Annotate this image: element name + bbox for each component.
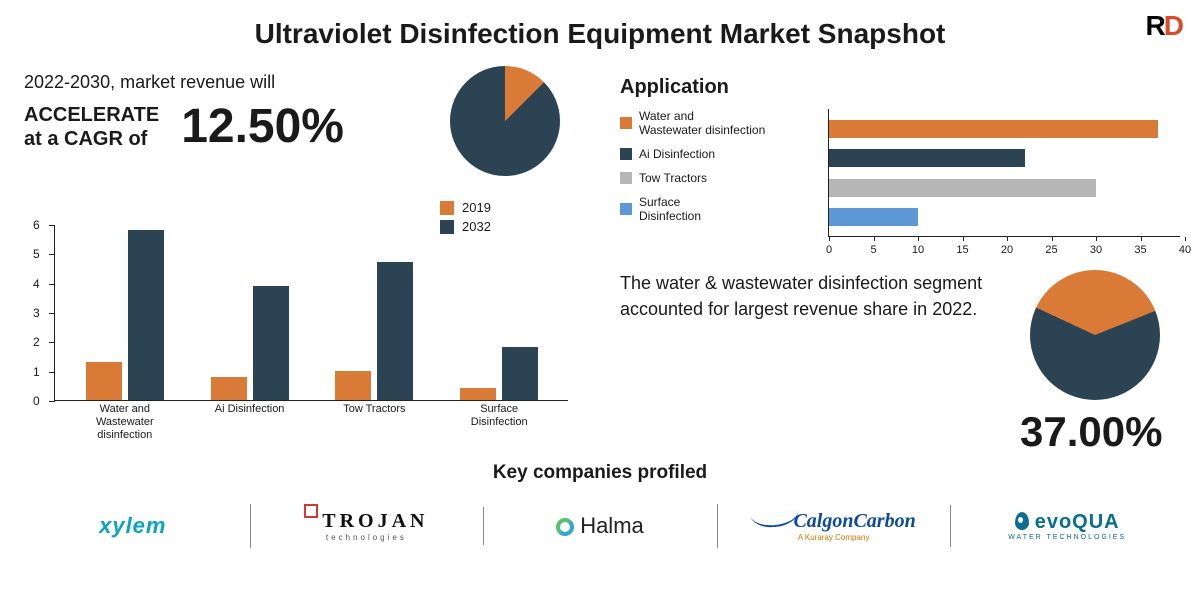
halma-icon [556,518,574,536]
cagr-accel-a: ACCELERATE [24,103,159,127]
app-xtick: 0 [826,244,832,256]
segment-pie-chart [1030,270,1160,400]
app-hbar [829,120,1158,138]
app-legend-item: Tow Tractors [620,171,798,185]
app-swatch [620,203,632,215]
bar-group [319,262,429,400]
bar-plot-area: 0123456Water andWastewater disinfectionA… [54,225,568,401]
grouped-bar-chart: 0123456Water andWastewater disinfectionA… [28,225,568,435]
y-tick: 0 [33,394,40,408]
trojan-icon [304,504,318,518]
app-hbar [829,179,1096,197]
y-tick: 5 [33,247,40,261]
y-tick: 3 [33,306,40,320]
company-trojan: TROJANtechnologies [250,500,484,552]
page-title: Ultraviolet Disinfection Equipment Marke… [0,18,1200,50]
rd-logo: RD [1146,10,1182,42]
app-xtick: 15 [956,244,968,256]
app-legend-item: SurfaceDisinfection [620,195,798,223]
company-calgon: CalgonCarbonA Kuraray Company [717,500,951,552]
hbar-plot-area: 0510152025303540 [828,109,1180,237]
x-label: SurfaceDisinfection [444,403,554,429]
app-xtick: 25 [1045,244,1057,256]
key-companies-title: Key companies profiled [0,462,1200,484]
bar-2019 [211,377,247,400]
trojan-sub: technologies [256,533,478,542]
evoqua-sub: WATER TECHNOLOGIES [956,534,1178,541]
y-tick: 6 [33,218,40,232]
app-xtick: 5 [870,244,876,256]
company-halma: Halma [483,503,717,549]
app-hbar [829,208,918,226]
bar-2019 [460,388,496,400]
segment-statement: The water & wastewater disinfection segm… [620,270,990,322]
app-hbar [829,149,1025,167]
bar-2019 [86,362,122,400]
y-tick: 1 [33,365,40,379]
app-xtick: 10 [912,244,924,256]
bar-group [444,347,554,400]
bar-2032 [502,347,538,400]
x-label: Tow Tractors [319,403,429,416]
company-xylem: xylem [16,503,250,549]
evoqua-icon [1015,512,1029,530]
y-tick: 2 [33,335,40,349]
app-swatch [620,172,632,184]
application-title: Application [620,76,1180,99]
app-legend-label: Tow Tractors [639,171,707,185]
cagr-pie-chart [450,66,560,176]
evoqua-label: evoQUA [1035,511,1120,533]
application-legend: Water andWastewater disinfection Ai Disin… [620,109,798,233]
application-block: Application Water andWastewater disinfec… [620,76,1180,259]
cagr-value: 12.50% [181,99,344,154]
bar-2032 [253,286,289,400]
y-tick: 4 [33,277,40,291]
app-xtick: 35 [1134,244,1146,256]
calgon-sub: A Kuraray Company [723,533,945,542]
app-legend-label: SurfaceDisinfection [639,195,701,223]
logo-d: D [1164,10,1182,41]
app-xtick: 20 [1001,244,1013,256]
bar-2019 [335,371,371,400]
trojan-label: TROJAN [322,510,428,532]
bar-group [195,286,305,400]
cagr-accel-b: at a CAGR of [24,127,159,151]
bar-2032 [128,230,164,400]
app-swatch [620,148,632,160]
legend-swatch-2019 [440,201,454,215]
bar-2032 [377,262,413,400]
company-evoqua: evoQUAWATER TECHNOLOGIES [950,501,1184,551]
bar-group [70,230,180,400]
app-legend-label: Ai Disinfection [639,147,715,161]
xylem-label: xylem [99,513,166,538]
app-swatch [620,117,632,129]
legend-label-2019: 2019 [462,200,491,215]
halma-label: Halma [580,513,644,538]
app-legend-item: Ai Disinfection [620,147,798,161]
x-label: Ai Disinfection [195,403,305,416]
app-xtick: 30 [1090,244,1102,256]
cagr-block: 2022-2030, market revenue will ACCELERAT… [24,72,454,154]
x-label: Water andWastewater disinfection [70,403,180,443]
app-xtick: 40 [1179,244,1191,256]
logo-r: R [1146,10,1164,41]
application-hbar-chart: 0510152025303540 [814,109,1180,259]
calgon-label: CalgonCarbon [793,510,915,532]
companies-row: xylem TROJANtechnologies Halma CalgonCar… [0,500,1200,552]
app-legend-item: Water andWastewater disinfection [620,109,798,137]
cagr-accel-text: ACCELERATE at a CAGR of [24,103,159,151]
cagr-intro: 2022-2030, market revenue will [24,72,454,93]
segment-pct: 37.00% [1020,408,1162,456]
app-legend-label: Water andWastewater disinfection [639,109,765,137]
